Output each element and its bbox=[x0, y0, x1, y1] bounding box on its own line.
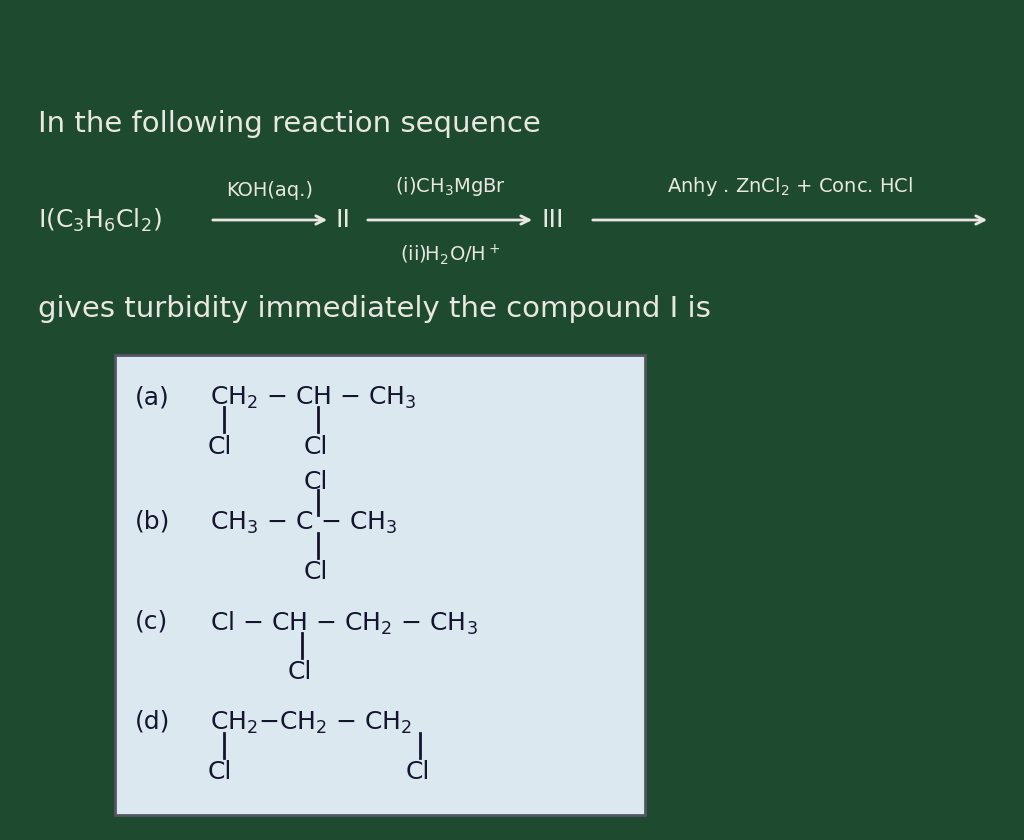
Text: Cl: Cl bbox=[208, 760, 232, 784]
Text: Anhy . ZnCl$_2$ + Conc. HCl: Anhy . ZnCl$_2$ + Conc. HCl bbox=[667, 175, 913, 198]
Text: III: III bbox=[542, 208, 564, 232]
Text: Cl: Cl bbox=[288, 660, 312, 684]
Bar bbox=[115, 355, 645, 815]
Text: Cl: Cl bbox=[208, 435, 232, 459]
Text: I(C$_3$H$_6$Cl$_2$): I(C$_3$H$_6$Cl$_2$) bbox=[38, 207, 162, 234]
Text: (ii)H$_2$O/H$^+$: (ii)H$_2$O/H$^+$ bbox=[400, 242, 500, 266]
Text: Cl $-$ CH $-$ CH$_2$ $-$ CH$_3$: Cl $-$ CH $-$ CH$_2$ $-$ CH$_3$ bbox=[210, 610, 478, 638]
Text: KOH(aq.): KOH(aq.) bbox=[226, 181, 313, 200]
Text: (d): (d) bbox=[135, 710, 170, 734]
Text: II: II bbox=[336, 208, 351, 232]
Text: CH$_2$ $-$ CH $-$ CH$_3$: CH$_2$ $-$ CH $-$ CH$_3$ bbox=[210, 385, 417, 412]
Text: gives turbidity immediately the compound I is: gives turbidity immediately the compound… bbox=[38, 295, 711, 323]
Text: CH$_3$ $-$ C $-$ CH$_3$: CH$_3$ $-$ C $-$ CH$_3$ bbox=[210, 510, 397, 536]
Text: Cl: Cl bbox=[406, 760, 430, 784]
Text: In the following reaction sequence: In the following reaction sequence bbox=[38, 110, 541, 138]
Text: Cl: Cl bbox=[304, 470, 329, 494]
Text: (a): (a) bbox=[135, 385, 170, 409]
Text: (b): (b) bbox=[135, 510, 170, 534]
Text: (i)CH$_3$MgBr: (i)CH$_3$MgBr bbox=[394, 175, 506, 198]
Text: Cl: Cl bbox=[304, 435, 329, 459]
Text: Cl: Cl bbox=[304, 560, 329, 584]
Text: (c): (c) bbox=[135, 610, 168, 634]
Text: CH$_2$$-$CH$_2$ $-$ CH$_2$: CH$_2$$-$CH$_2$ $-$ CH$_2$ bbox=[210, 710, 413, 736]
